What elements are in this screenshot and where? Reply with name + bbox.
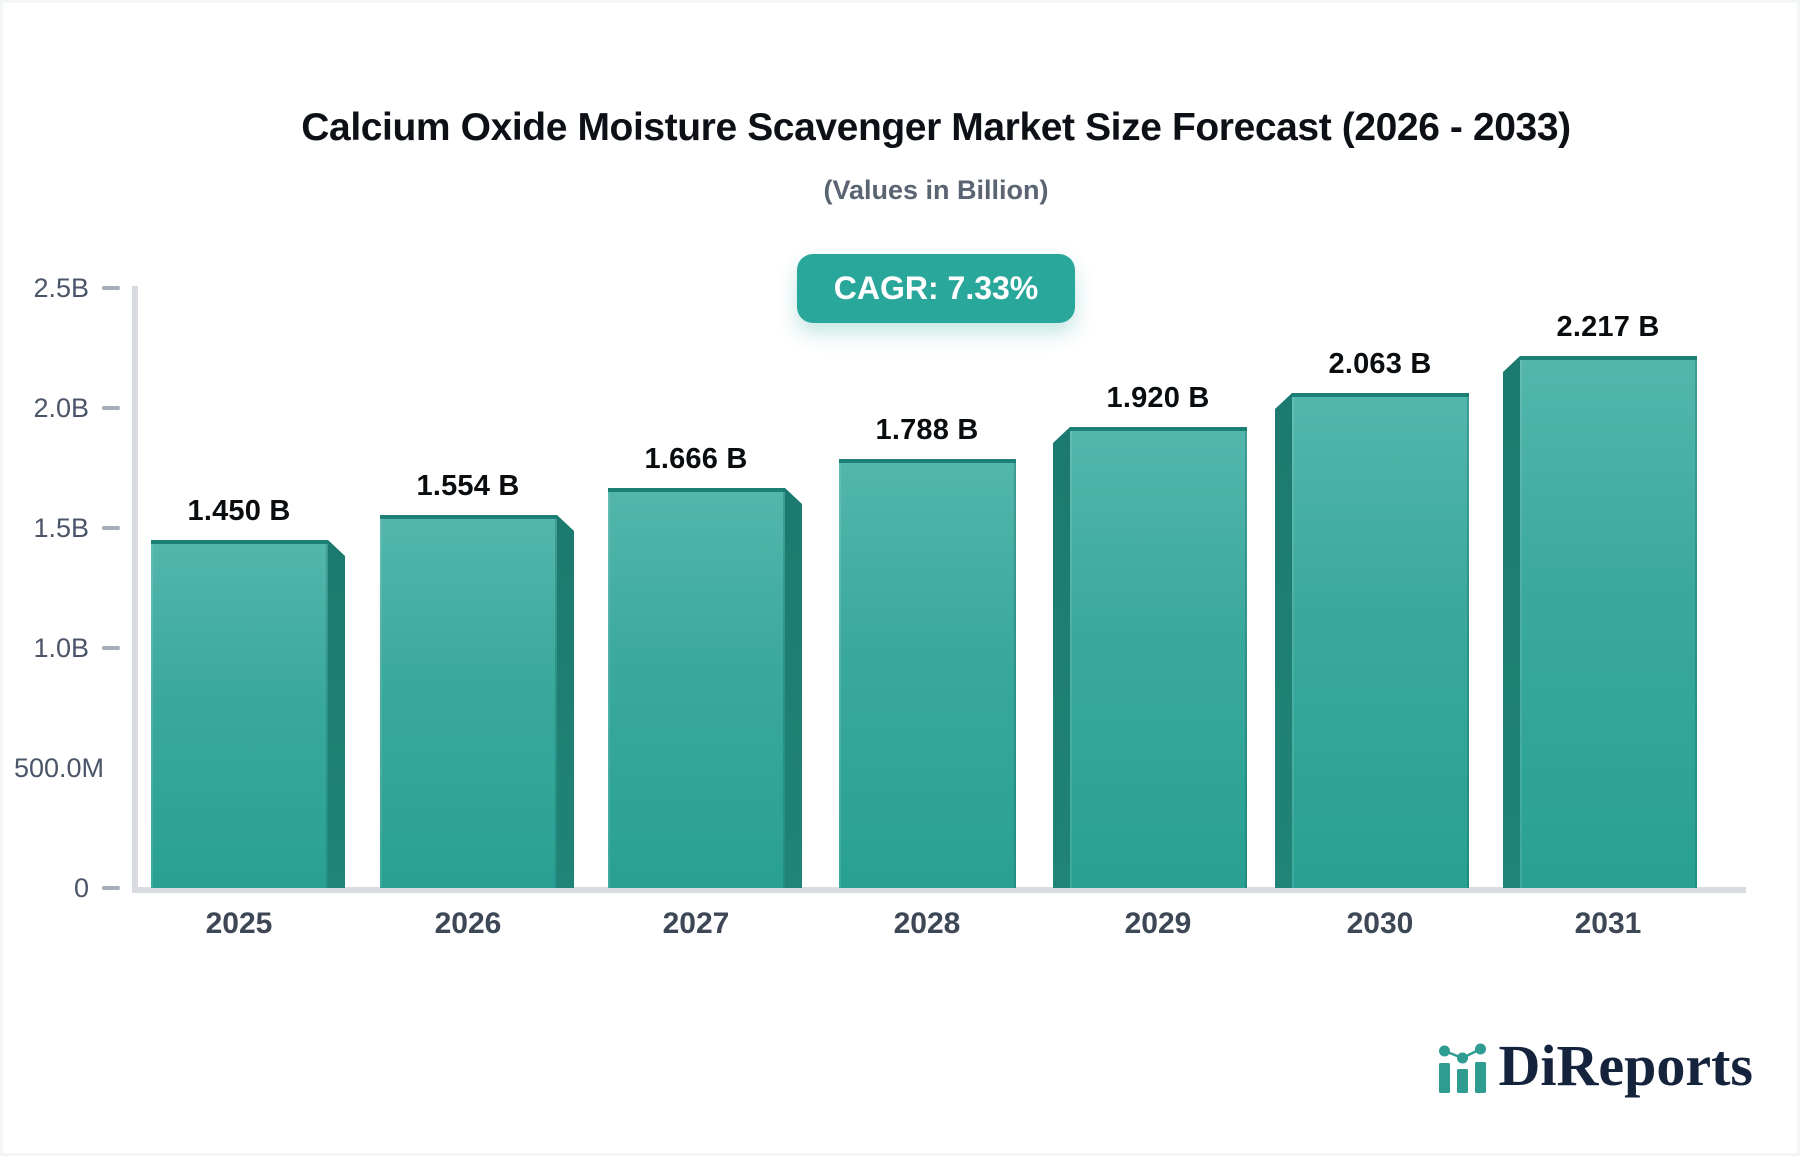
y-axis-tick [102,646,120,650]
cagr-badge-row: CAGR: 7.33% [133,254,1739,323]
y-axis-tick [102,526,120,530]
x-axis-label: 2030 [1346,907,1414,940]
bar-2026-side [557,515,574,888]
bar-value-label: 1.666 B [644,443,748,475]
bar-chart-logo-icon [1439,1043,1487,1093]
bar-value-label: 2.063 B [1328,348,1432,380]
bar-value-label: 2.217 B [1556,311,1660,343]
chart-title: Calcium Oxide Moisture Scavenger Market … [301,106,1571,149]
bar-2025-side [328,540,345,888]
x-axis-label: 2031 [1574,907,1642,940]
direports-logo: DiReports [1435,1037,1753,1095]
logo-text: DiReports [1498,1033,1753,1098]
bar-2025 [151,540,328,888]
x-axis-label: 2029 [1124,907,1192,940]
y-axis-label: 1.5B [33,513,89,543]
y-axis-tick [102,886,120,890]
y-axis-label: 2.0B [33,393,89,423]
y-axis-label: 500.0M [13,753,104,783]
x-axis-line [132,887,1746,893]
y-axis-label: 2.5B [33,273,89,303]
x-axis-label: 2027 [662,907,730,940]
bar-value-label: 1.450 B [187,495,291,527]
bar-2027 [608,488,785,888]
bar-value-label: 1.554 B [416,470,520,502]
y-axis-line [132,286,138,892]
y-axis-label: 0 [73,873,89,903]
x-axis-label: 2025 [205,907,273,940]
bar-2030-side [1275,393,1292,888]
y-axis-label: 1.0B [33,633,89,663]
x-axis-label: 2028 [893,907,961,940]
y-axis-tick [102,406,120,410]
bar-value-label: 1.788 B [875,414,979,446]
bar-2027-side [785,488,802,888]
bar-value-label: 1.920 B [1106,382,1210,414]
x-axis-label: 2026 [434,907,502,940]
bar-2031-side [1503,356,1520,888]
y-axis-tick [102,286,120,290]
bar-2026 [380,515,557,888]
bar-2029 [1070,427,1247,888]
bar-2030 [1292,393,1469,888]
bar-2029-side [1053,427,1070,888]
bar-2028 [839,459,1016,888]
cagr-badge: CAGR: 7.33% [796,254,1076,323]
bar-2031 [1520,356,1697,888]
chart-subtitle: (Values in Billion) [823,175,1049,205]
